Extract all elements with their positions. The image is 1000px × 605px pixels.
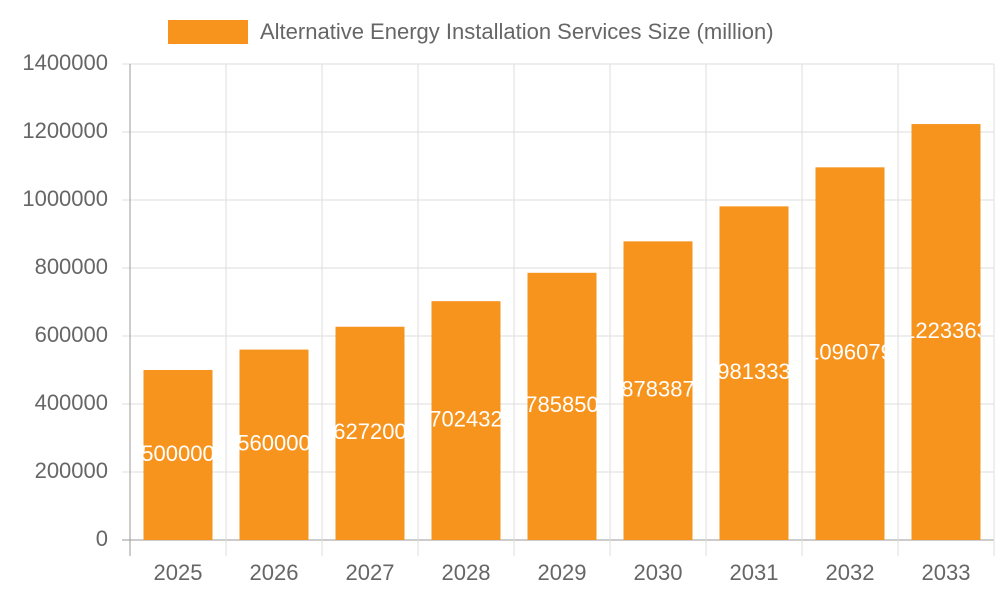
bar xyxy=(239,349,309,540)
x-tick-label: 2028 xyxy=(442,560,491,585)
y-tick-label: 1200000 xyxy=(22,118,108,143)
value-label: 785850 xyxy=(525,392,598,417)
y-tick-label: 0 xyxy=(96,526,108,551)
legend-swatch xyxy=(168,20,248,44)
bar xyxy=(623,241,693,540)
bar xyxy=(527,272,597,540)
value-label: 702432 xyxy=(429,406,502,431)
y-tick-label: 1400000 xyxy=(22,50,108,75)
x-tick-label: 2031 xyxy=(730,560,779,585)
y-tick-label: 400000 xyxy=(35,390,108,415)
bar xyxy=(143,370,213,540)
value-label: 878387 xyxy=(621,376,694,401)
value-label: 560000 xyxy=(237,431,310,456)
x-tick-label: 2029 xyxy=(538,560,587,585)
bar xyxy=(431,301,501,540)
value-label: 500000 xyxy=(141,441,214,466)
x-tick-label: 2030 xyxy=(634,560,683,585)
value-label: 627200 xyxy=(333,419,406,444)
x-tick-label: 2027 xyxy=(346,560,395,585)
bar xyxy=(719,206,789,540)
x-tick-label: 2025 xyxy=(154,560,203,585)
value-label: 1223363 xyxy=(903,318,989,343)
bar xyxy=(815,167,885,541)
y-tick-label: 200000 xyxy=(35,458,108,483)
x-tick-label: 2033 xyxy=(922,560,971,585)
bar xyxy=(335,326,405,540)
value-label: 1096079 xyxy=(807,339,893,364)
x-tick-label: 2032 xyxy=(826,560,875,585)
legend-label: Alternative Energy Installation Services… xyxy=(260,19,774,44)
y-tick-label: 1000000 xyxy=(22,186,108,211)
bar xyxy=(911,124,981,540)
y-tick-label: 600000 xyxy=(35,322,108,347)
value-label: 981333 xyxy=(717,359,790,384)
y-tick-label: 800000 xyxy=(35,254,108,279)
x-tick-label: 2026 xyxy=(250,560,299,585)
